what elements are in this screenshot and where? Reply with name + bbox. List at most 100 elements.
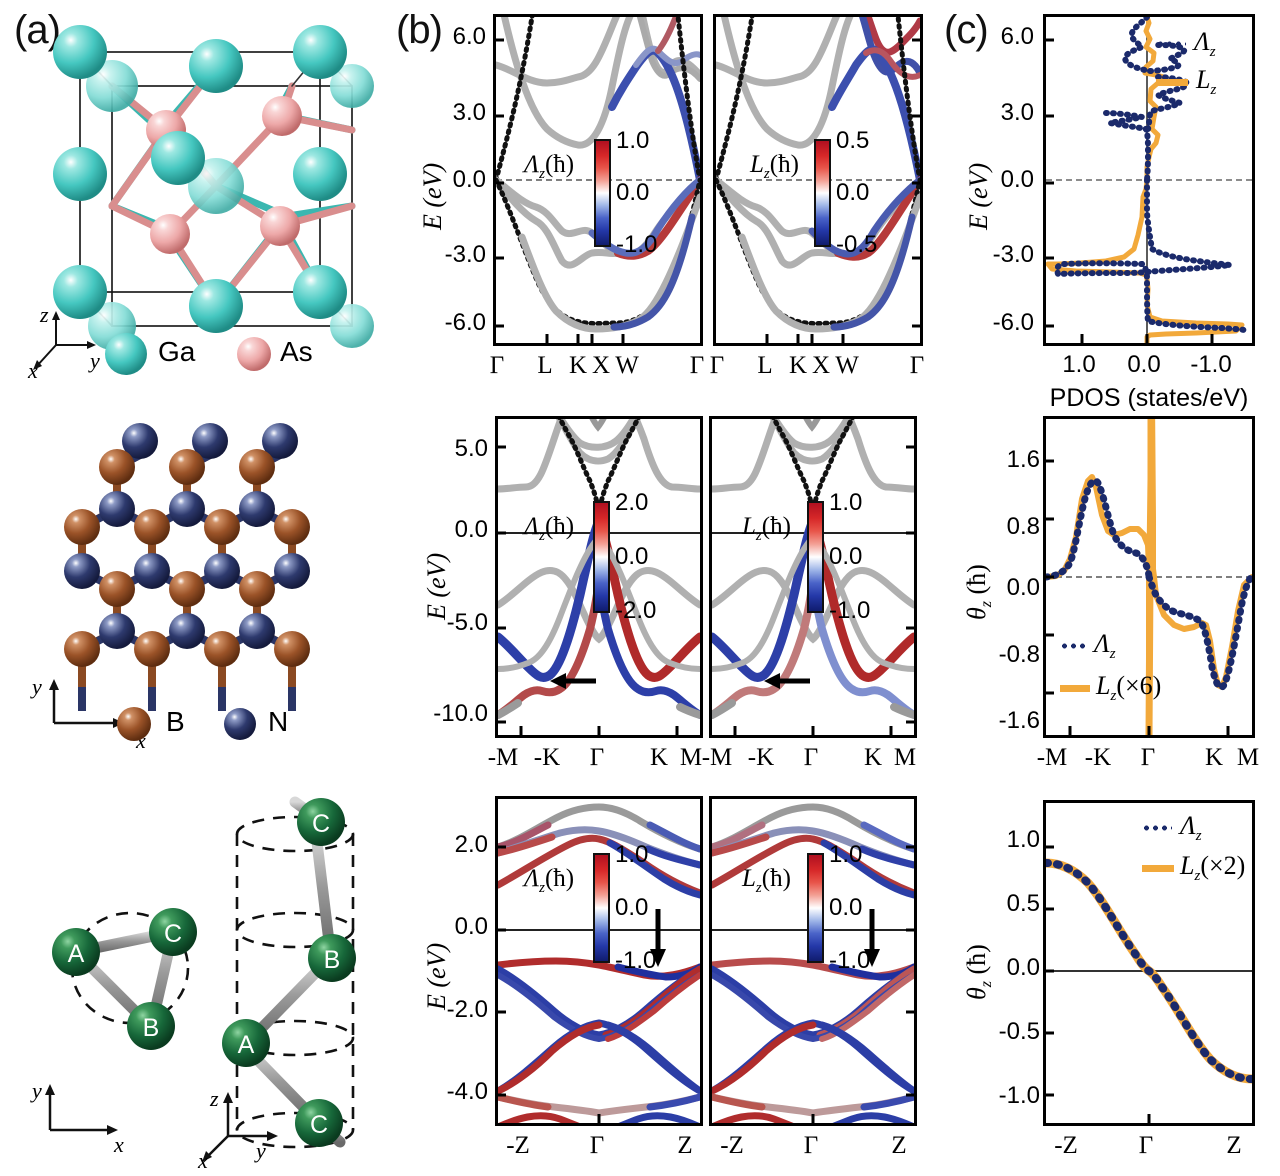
xtick-c-top-0: 1.0: [1062, 351, 1096, 378]
arrow-annotation: [764, 673, 810, 689]
cbar-sym: Λ: [524, 513, 540, 540]
cbar-mid-b-bot-L: 0.0: [829, 894, 863, 921]
theta-sym: θ: [962, 607, 991, 620]
cbar-max-b-mid-lambda: 2.0: [615, 489, 649, 516]
plot-b-top-lambda: Λz(ħ) 1.0 0.0 -1.0: [493, 14, 703, 346]
xtick-b-mid-r-3: K: [863, 744, 883, 771]
legend-sym: L: [1196, 65, 1211, 94]
legend-label-lambda-c-bot: Λz: [1180, 811, 1202, 845]
xtick-b-mid-l-0: -M: [487, 744, 519, 771]
cbar-unit: (ħ): [761, 513, 791, 540]
svg-text:B: B: [143, 1014, 160, 1042]
legend-sym: Λ: [1094, 629, 1110, 658]
colorbar-b-bot-lambda: [593, 853, 610, 963]
panel-letter-c: (c): [944, 8, 989, 52]
ytick-c-bot-3: -0.5: [998, 1018, 1040, 1045]
xtick-c-mid-0: -M: [1036, 744, 1068, 771]
ytick-c-top-0: 6.0: [1000, 23, 1034, 50]
ytick-c-bot-1: 0.5: [1006, 890, 1040, 917]
ytick-b-top-0: 6.0: [452, 23, 486, 50]
structure-hbn: [20, 405, 390, 735]
cbar-sym: L: [742, 513, 756, 540]
ytick-c-top-2: 0.0: [1000, 166, 1034, 193]
cbar-mid-b-top-lambda: 0.0: [616, 179, 650, 206]
xtick-b-bot-r-0: -Z: [720, 1132, 744, 1159]
xtick-b-top-l-4: W: [615, 352, 639, 379]
ytick-c-mid-4: -1.6: [998, 707, 1040, 734]
cbar-sym: Λ: [524, 865, 540, 892]
structure-nanotube: A C B: [10, 790, 390, 1173]
plot-b-top-L: Lz(ħ) 0.5 0.0 -0.5: [713, 14, 923, 346]
ytick-c-bot-2: 0.0: [1006, 954, 1040, 981]
plot-c-bot-theta: Λz Lz(×2): [1043, 800, 1255, 1126]
svg-text:C: C: [312, 810, 330, 838]
axis-y-label-hbn: y: [32, 674, 42, 699]
cbar-unit: (ħ): [544, 865, 575, 892]
ytick-c-bot-0: 1.0: [1006, 826, 1040, 853]
panel-letter-b: (b): [396, 8, 443, 52]
legend-sub: z: [1110, 688, 1117, 705]
xtick-b-mid-l-1: -K: [533, 744, 561, 771]
legend-hbn: B N: [108, 700, 388, 752]
legend-label-ga: Ga: [158, 336, 196, 367]
cbar-min-b-top-L: -0.5: [836, 231, 878, 258]
legend-marker-lz-c-top: [1156, 79, 1188, 86]
axis-x-label-hbn: x: [136, 728, 146, 753]
xtick-b-mid-r-2: Γ: [803, 744, 819, 771]
cbar-max-b-top-lambda: 1.0: [616, 127, 650, 154]
cbar-sub: z: [539, 880, 545, 896]
xtick-b-mid-r-0: -M: [701, 744, 733, 771]
ytick-b-bot-3: -4.0: [446, 1078, 488, 1105]
ytick-c-mid-3: -0.8: [998, 641, 1040, 668]
cbar-sym: L: [742, 865, 756, 892]
xtick-c-mid-3: K: [1204, 744, 1224, 771]
xtick-b-top-r-0: Γ: [709, 352, 725, 379]
ytick-c-mid-1: 0.8: [1006, 513, 1040, 540]
axis-z-label-gaas: z: [40, 302, 49, 327]
colorbar-title-b-mid-L: Lz(ħ): [742, 513, 791, 545]
legend-sym: L: [1096, 671, 1111, 700]
svg-text:A: A: [238, 1031, 255, 1059]
ytick-c-mid-0: 1.6: [1006, 446, 1040, 473]
cbar-sub: z: [539, 528, 545, 544]
colorbar-title-b-top-L: Lz(ħ): [750, 151, 799, 183]
xtick-c-bot-0: -Z: [1054, 1132, 1078, 1159]
cbar-min-b-mid-lambda: -2.0: [615, 597, 657, 624]
cbar-min-b-top-lambda: -1.0: [616, 231, 658, 258]
ytick-c-mid-2: 0.0: [1006, 574, 1040, 601]
legend-sub: z: [1194, 868, 1201, 885]
legend-gaas: Ga As: [100, 332, 380, 384]
plot-b-mid-L: Lz(ħ) 1.0 0.0 -1.0: [709, 416, 917, 738]
legend-marker-lz-c-bot: [1142, 865, 1174, 872]
cbar-mid-b-mid-lambda: 0.0: [615, 543, 649, 570]
xtick-b-bot-l-1: Γ: [589, 1132, 605, 1159]
xtick-b-mid-l-3: K: [649, 744, 669, 771]
xtick-b-top-l-2: K: [568, 352, 588, 379]
colorbar-title-b-bot-L: Lz(ħ): [742, 865, 791, 897]
colorbar-b-bot-L: [807, 853, 824, 963]
axis-x-label-tube: x: [198, 1148, 208, 1173]
xtick-b-top-r-1: L: [757, 352, 773, 379]
cbar-mid-b-bot-lambda: 0.0: [615, 894, 649, 921]
legend-marker-lambda-c-top: [1156, 41, 1186, 47]
cbar-unit: (ħ): [544, 513, 575, 540]
theta-sym: θ: [962, 987, 991, 1000]
xtick-c-bot-1: Γ: [1138, 1132, 1154, 1159]
svg-text:C: C: [310, 1111, 328, 1139]
legend-label-lz-c-mid: Lz(×6): [1096, 671, 1161, 705]
xtick-c-top-2: -1.0: [1190, 351, 1232, 378]
legend-marker-lz-c-mid: [1060, 685, 1090, 692]
ytick-c-top-4: -6.0: [992, 309, 1034, 336]
legend-sub: z: [1195, 828, 1202, 845]
legend-sub: z: [1109, 646, 1116, 663]
colorbar-title-b-mid-lambda: Λz(ħ): [524, 513, 574, 545]
cbar-min-b-bot-L: -1.0: [829, 947, 871, 974]
plot-c-mid-theta: Λz Lz(×6): [1043, 416, 1255, 738]
cbar-sym: L: [750, 151, 764, 178]
xtick-c-mid-1: -K: [1084, 744, 1112, 771]
plot-b-bot-lambda: Λz(ħ) 1.0 0.0 -1.0: [495, 796, 703, 1126]
colorbar-title-b-bot-lambda: Λz(ħ): [524, 865, 574, 897]
axis-z-label-tube: z: [210, 1086, 219, 1111]
legend-sub: z: [1210, 82, 1217, 99]
arrow-annotation-down: [650, 909, 666, 967]
